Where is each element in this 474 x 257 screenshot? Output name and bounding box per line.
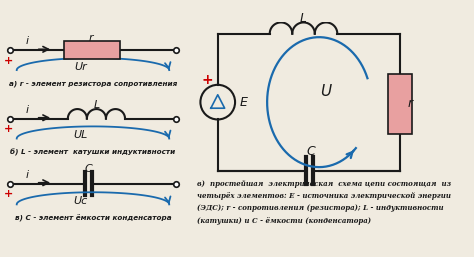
Text: б) L - элемент  катушки индуктивности: б) L - элемент катушки индуктивности	[10, 149, 175, 156]
Text: а) r - элемент резистора сопротивления: а) r - элемент резистора сопротивления	[9, 81, 177, 87]
Text: i: i	[26, 36, 29, 47]
Text: +: +	[201, 74, 213, 87]
Text: C: C	[85, 164, 92, 174]
Text: UL: UL	[73, 130, 88, 140]
Text: U: U	[320, 84, 332, 99]
Text: L: L	[93, 100, 100, 110]
Text: L: L	[300, 13, 307, 25]
Bar	[64, 41, 120, 59]
Text: r: r	[89, 33, 93, 43]
Text: +: +	[3, 124, 13, 134]
Text: Uc: Uc	[74, 196, 88, 206]
Bar	[388, 74, 412, 134]
Text: E: E	[240, 96, 248, 109]
Text: r: r	[408, 97, 413, 110]
Text: +: +	[3, 189, 13, 199]
Text: (ЭДС); r - сопротивления (резистора); L - индуктивности: (ЭДС); r - сопротивления (резистора); L …	[197, 204, 444, 212]
Text: четырёх элементов: E - источника электрической энергии: четырёх элементов: E - источника электри…	[197, 192, 451, 200]
Text: C: C	[306, 145, 315, 158]
Text: в) C - элемент ёмкости конденсатора: в) C - элемент ёмкости конденсатора	[15, 215, 171, 222]
Text: в)  простейшая  электрическая  схема цепи состоящая  из: в) простейшая электрическая схема цепи с…	[197, 180, 451, 188]
Text: +: +	[3, 56, 13, 66]
Text: Ur: Ur	[74, 62, 87, 72]
Text: i: i	[26, 170, 29, 180]
Text: i: i	[26, 105, 29, 115]
Text: (катушки) и С - ёмкости (конденсатора): (катушки) и С - ёмкости (конденсатора)	[197, 216, 371, 225]
